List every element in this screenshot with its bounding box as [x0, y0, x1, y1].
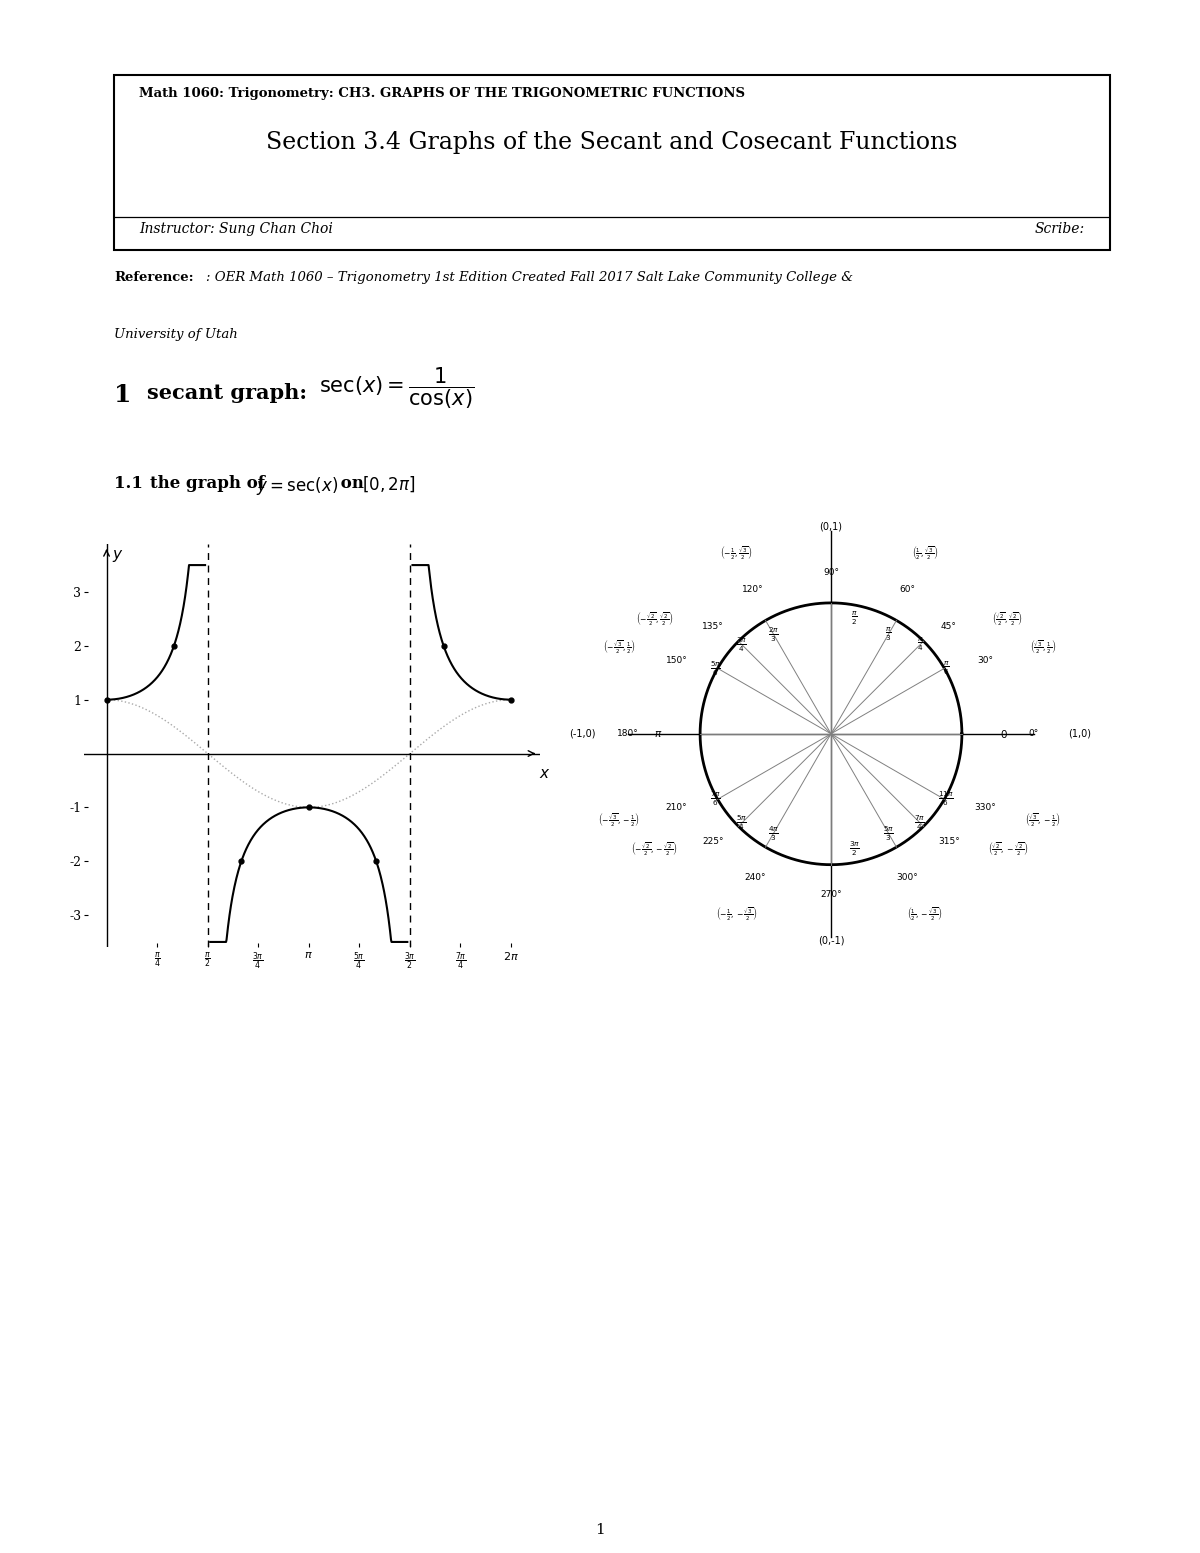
Text: $\frac{5\pi}{3}$: $\frac{5\pi}{3}$ [883, 825, 894, 842]
Text: $\left(\frac{\sqrt{2}}{2},\frac{\sqrt{2}}{2}\right)$: $\left(\frac{\sqrt{2}}{2},\frac{\sqrt{2}… [992, 610, 1024, 627]
Text: Math 1060: Trigonometry: CH3. GRAPHS OF THE TRIGONOMETRIC FUNCTIONS: Math 1060: Trigonometry: CH3. GRAPHS OF … [139, 87, 745, 99]
Text: $\left(-\frac{\sqrt{2}}{2},\frac{\sqrt{2}}{2}\right)$: $\left(-\frac{\sqrt{2}}{2},\frac{\sqrt{2… [636, 610, 673, 627]
Text: 180°: 180° [617, 730, 638, 738]
Text: $y$: $y$ [112, 548, 124, 564]
Text: Instructor: Sung Chan Choi: Instructor: Sung Chan Choi [139, 222, 332, 236]
Text: $\frac{7\pi}{6}$: $\frac{7\pi}{6}$ [710, 790, 721, 809]
Text: 210°: 210° [666, 803, 688, 812]
Text: 30°: 30° [978, 655, 994, 665]
Text: $\frac{7\pi}{4}$: $\frac{7\pi}{4}$ [914, 814, 925, 832]
Text: 90°: 90° [823, 568, 839, 578]
Text: (0,1): (0,1) [820, 522, 842, 533]
Text: Scribe:: Scribe: [1034, 222, 1085, 236]
Text: on: on [335, 475, 370, 492]
Text: $\frac{\pi}{4}$: $\frac{\pi}{4}$ [917, 637, 923, 654]
Text: secant graph:: secant graph: [148, 384, 307, 404]
Text: Reference:: Reference: [114, 270, 193, 284]
Text: $\pi$: $\pi$ [654, 728, 662, 739]
Text: $\frac{\pi}{2}$: $\frac{\pi}{2}$ [851, 610, 858, 627]
Text: $\frac{4\pi}{3}$: $\frac{4\pi}{3}$ [768, 825, 779, 842]
Text: University of Utah: University of Utah [114, 328, 238, 340]
Text: $0$: $0$ [1000, 728, 1008, 739]
Text: 300°: 300° [896, 873, 918, 882]
Text: 45°: 45° [941, 621, 956, 631]
Text: (1,0): (1,0) [1068, 728, 1091, 739]
Text: $\left(-\frac{\sqrt{3}}{2},-\frac{1}{2}\right)$: $\left(-\frac{\sqrt{3}}{2},-\frac{1}{2}\… [598, 811, 640, 829]
Text: 330°: 330° [974, 803, 996, 812]
Text: 1.1: 1.1 [114, 475, 143, 492]
Text: $\mathrm{sec}(x) = \dfrac{1}{\cos(x)}$: $\mathrm{sec}(x) = \dfrac{1}{\cos(x)}$ [319, 367, 474, 412]
Text: (-1,0): (-1,0) [569, 728, 595, 739]
Text: 0°: 0° [1028, 730, 1039, 738]
Text: 315°: 315° [938, 837, 960, 846]
Text: $\frac{5\pi}{6}$: $\frac{5\pi}{6}$ [710, 658, 721, 677]
Text: Section 3.4 Graphs of the Secant and Cosecant Functions: Section 3.4 Graphs of the Secant and Cos… [266, 130, 958, 154]
Text: 240°: 240° [744, 873, 766, 882]
Text: 1: 1 [595, 1522, 605, 1537]
Text: $x$: $x$ [539, 767, 551, 781]
Text: $\left(\frac{1}{2},\frac{\sqrt{3}}{2}\right)$: $\left(\frac{1}{2},\frac{\sqrt{3}}{2}\ri… [912, 544, 938, 562]
Text: $\left(\frac{\sqrt{3}}{2},-\frac{1}{2}\right)$: $\left(\frac{\sqrt{3}}{2},-\frac{1}{2}\r… [1025, 811, 1061, 829]
Text: : OER Math 1060 – Trigonometry 1st Edition Created Fall 2017 Salt Lake Community: : OER Math 1060 – Trigonometry 1st Editi… [205, 270, 853, 284]
Text: $\left(\frac{\sqrt{2}}{2},-\frac{\sqrt{2}}{2}\right)$: $\left(\frac{\sqrt{2}}{2},-\frac{\sqrt{2… [988, 840, 1028, 857]
Text: 120°: 120° [742, 585, 763, 595]
Text: $\left(-\frac{\sqrt{2}}{2},-\frac{\sqrt{2}}{2}\right)$: $\left(-\frac{\sqrt{2}}{2},-\frac{\sqrt{… [631, 840, 678, 857]
Text: $\frac{\pi}{6}$: $\frac{\pi}{6}$ [943, 660, 949, 677]
Text: $\left(\frac{\sqrt{3}}{2},\frac{1}{2}\right)$: $\left(\frac{\sqrt{3}}{2},\frac{1}{2}\ri… [1030, 638, 1056, 657]
Text: $\frac{3\pi}{4}$: $\frac{3\pi}{4}$ [737, 635, 748, 654]
Text: the graph of: the graph of [150, 475, 265, 492]
Text: 270°: 270° [820, 890, 842, 899]
Text: 135°: 135° [702, 621, 724, 631]
Text: $y = \sec(x)$: $y = \sec(x)$ [256, 475, 338, 497]
Text: (0,-1): (0,-1) [817, 935, 845, 946]
Text: 60°: 60° [899, 585, 914, 595]
FancyBboxPatch shape [114, 75, 1110, 250]
Text: $\left(\frac{1}{2},-\frac{\sqrt{3}}{2}\right)$: $\left(\frac{1}{2},-\frac{\sqrt{3}}{2}\r… [907, 905, 943, 924]
Text: $\frac{\pi}{3}$: $\frac{\pi}{3}$ [886, 626, 892, 643]
Text: $\frac{2\pi}{3}$: $\frac{2\pi}{3}$ [768, 626, 779, 643]
Text: $\left(-\frac{1}{2},\frac{\sqrt{3}}{2}\right)$: $\left(-\frac{1}{2},\frac{\sqrt{3}}{2}\r… [720, 544, 754, 562]
Text: $\left(-\frac{1}{2},-\frac{\sqrt{3}}{2}\right)$: $\left(-\frac{1}{2},-\frac{\sqrt{3}}{2}\… [715, 905, 757, 924]
Text: 225°: 225° [702, 837, 724, 846]
Text: 150°: 150° [666, 655, 688, 665]
Text: 1: 1 [114, 384, 131, 407]
Text: $\frac{5\pi}{4}$: $\frac{5\pi}{4}$ [737, 814, 748, 832]
Text: $\left(-\frac{\sqrt{3}}{2},\frac{1}{2}\right)$: $\left(-\frac{\sqrt{3}}{2},\frac{1}{2}\r… [602, 638, 635, 657]
Text: $\frac{3\pi}{2}$: $\frac{3\pi}{2}$ [850, 840, 860, 859]
Text: $\frac{11\pi}{6}$: $\frac{11\pi}{6}$ [938, 790, 954, 809]
Text: $[0, 2\pi]$: $[0, 2\pi]$ [361, 475, 415, 494]
